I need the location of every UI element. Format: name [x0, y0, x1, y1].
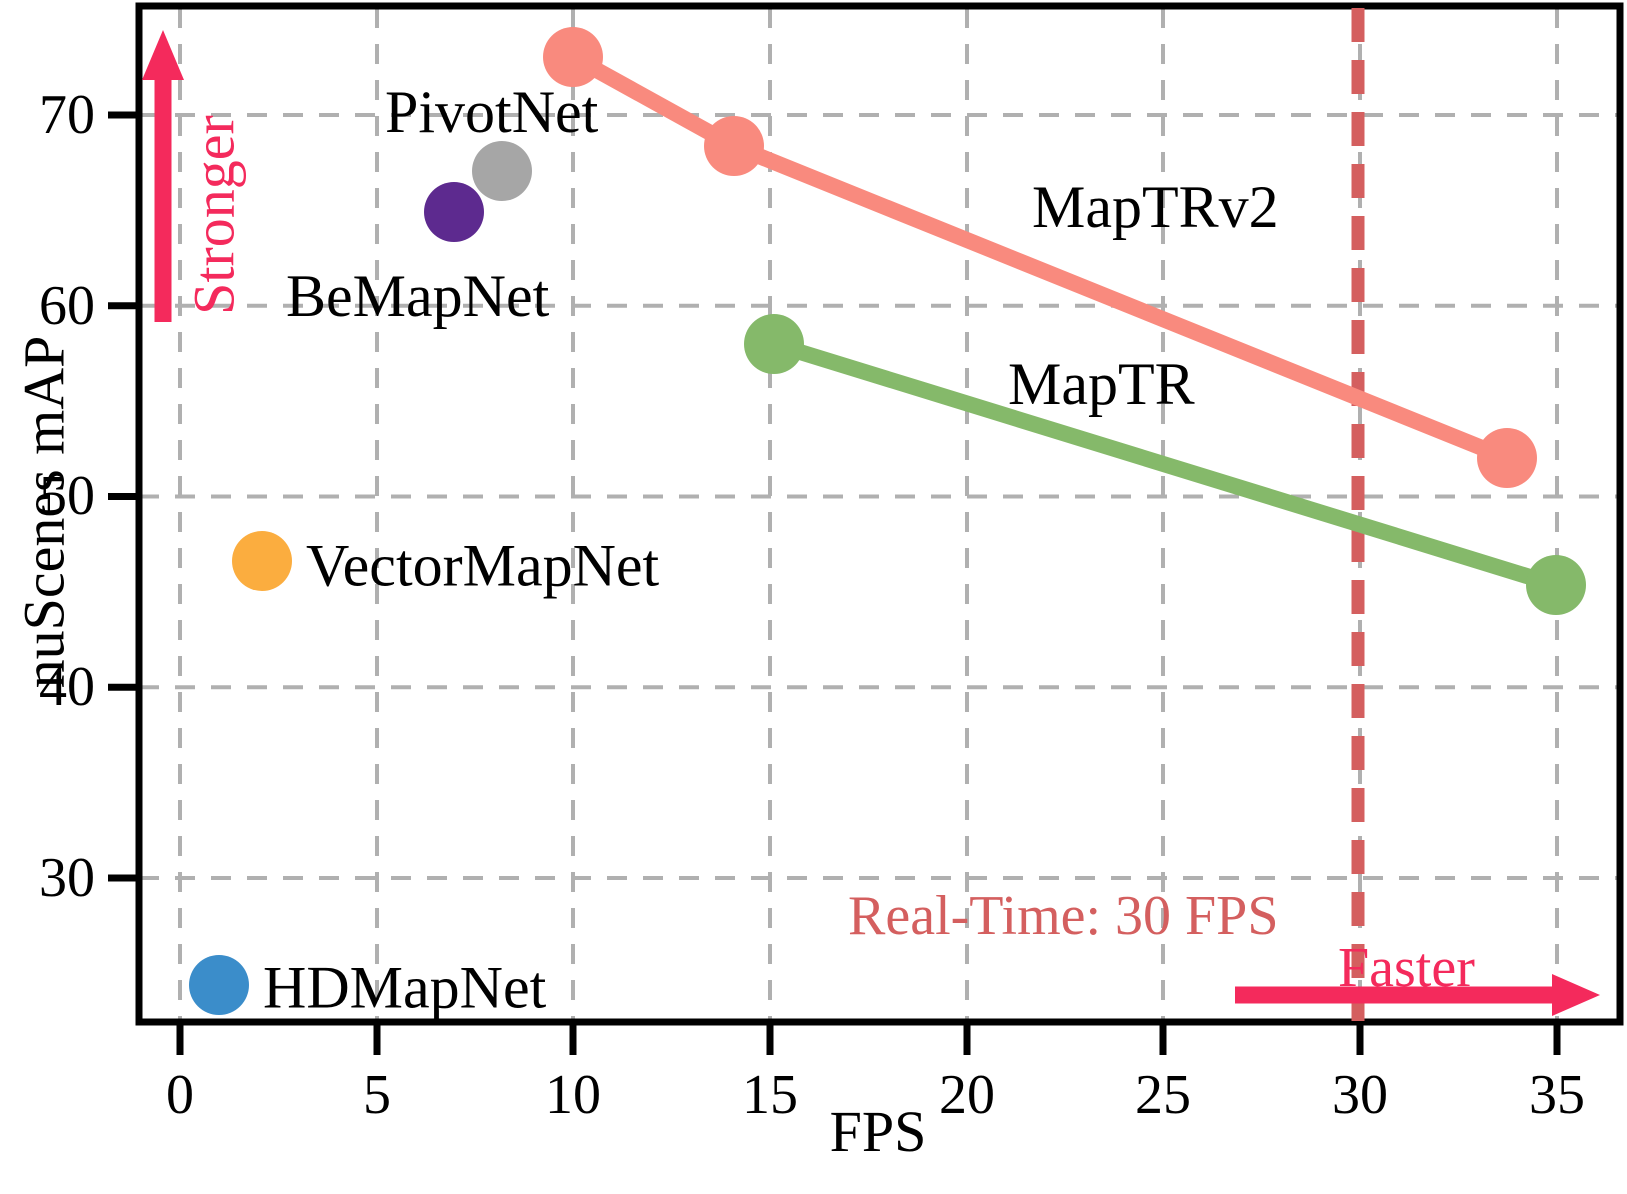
y-tick-label-50: 50 [39, 465, 95, 527]
vectormapnet-legend-label: VectorMapNet [306, 532, 660, 599]
pivotnet-label: PivotNet [385, 79, 599, 145]
vectormapnet-legend-swatch [232, 531, 292, 591]
maptrv2-point-1 [543, 27, 603, 87]
x-tick-label-25: 25 [1135, 1064, 1191, 1126]
stronger-annotation: Stronger [181, 115, 247, 315]
maptr-label: MapTR [1008, 351, 1195, 417]
grid-lines [139, 8, 1620, 1021]
series-maptr [744, 314, 1586, 615]
bemapnet-point [424, 182, 484, 242]
y-tick-label-30: 30 [39, 847, 95, 909]
x-axis-ticks [176, 1022, 1561, 1055]
maptrv2-point-2 [704, 116, 764, 176]
maptrv2-point-3 [1477, 428, 1537, 488]
maptr-point-1 [744, 314, 804, 374]
hdmapnet-legend-label: HDMapNet [263, 954, 547, 1021]
pivotnet-point [472, 141, 532, 201]
real-time-annotation: Real-Time: 30 FPS [848, 885, 1279, 947]
faster-annotation: Faster [1338, 937, 1475, 999]
x-tick-label-15: 15 [742, 1064, 798, 1126]
x-axis-title: FPS [829, 1099, 927, 1164]
hdmapnet-legend-swatch [189, 955, 249, 1015]
x-tick-label-10: 10 [545, 1064, 601, 1126]
maptr-point-2 [1526, 555, 1586, 615]
y-tick-label-60: 60 [39, 275, 95, 337]
maptrv2-label: MapTRv2 [1032, 174, 1279, 240]
plot-frame [135, 2, 1624, 1026]
bemapnet-label: BeMapNet [286, 263, 550, 329]
y-axis-title: nuScenes mAP [11, 335, 77, 689]
x-tick-label-35: 35 [1529, 1064, 1585, 1126]
x-tick-label-20: 20 [939, 1064, 995, 1126]
stronger-arrow-icon [142, 30, 184, 322]
y-tick-label-70: 70 [39, 84, 95, 146]
series-maptrv2 [543, 27, 1537, 488]
x-tick-label-0: 0 [166, 1064, 194, 1126]
x-tick-label-5: 5 [363, 1064, 391, 1126]
y-axis-ticks [108, 111, 140, 882]
faster-arrow-icon [1235, 974, 1600, 1016]
x-tick-label-30: 30 [1332, 1064, 1388, 1126]
maptr-line [766, 336, 1564, 593]
y-tick-label-40: 40 [39, 656, 95, 718]
